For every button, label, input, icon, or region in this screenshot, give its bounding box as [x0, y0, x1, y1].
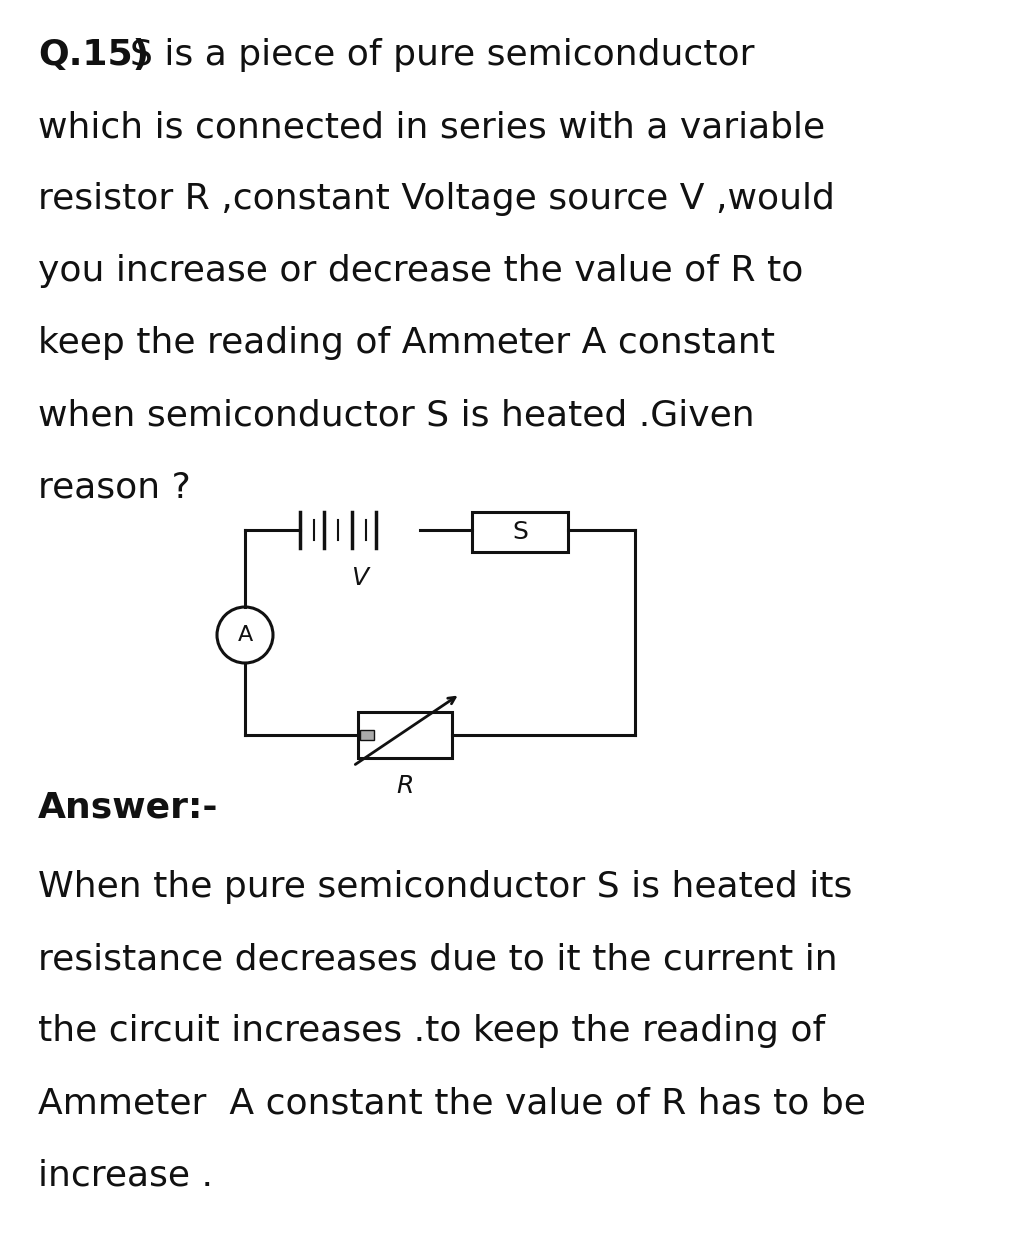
Text: A: A [238, 625, 253, 645]
Text: the circuit increases .to keep the reading of: the circuit increases .to keep the readi… [38, 1014, 825, 1048]
Text: increase .: increase . [38, 1158, 213, 1192]
Text: reason ?: reason ? [38, 470, 190, 504]
Text: When the pure semiconductor S is heated its: When the pure semiconductor S is heated … [38, 870, 852, 904]
Bar [472, 512, 568, 552]
Text: S: S [512, 520, 528, 544]
Bar [360, 730, 374, 740]
Text: Answer:-: Answer:- [38, 790, 218, 824]
Text: keep the reading of Ammeter A constant: keep the reading of Ammeter A constant [38, 326, 775, 360]
Text: which is connected in series with a variable: which is connected in series with a vari… [38, 110, 825, 145]
Text: S is a piece of pure semiconductor: S is a piece of pure semiconductor [130, 38, 755, 72]
Text: resistor R ,constant Voltage source V ,would: resistor R ,constant Voltage source V ,w… [38, 182, 835, 216]
Text: Q.15): Q.15) [38, 38, 150, 72]
Text: Ammeter  A constant the value of R has to be: Ammeter A constant the value of R has to… [38, 1086, 866, 1120]
Text: V: V [351, 566, 369, 590]
Text: resistance decreases due to it the current in: resistance decreases due to it the curre… [38, 942, 838, 976]
Text: R: R [396, 774, 414, 798]
Circle shape [217, 607, 273, 662]
Text: you increase or decrease the value of R to: you increase or decrease the value of R … [38, 255, 804, 288]
Bar [358, 712, 452, 758]
Text: when semiconductor S is heated .Given: when semiconductor S is heated .Given [38, 398, 755, 433]
